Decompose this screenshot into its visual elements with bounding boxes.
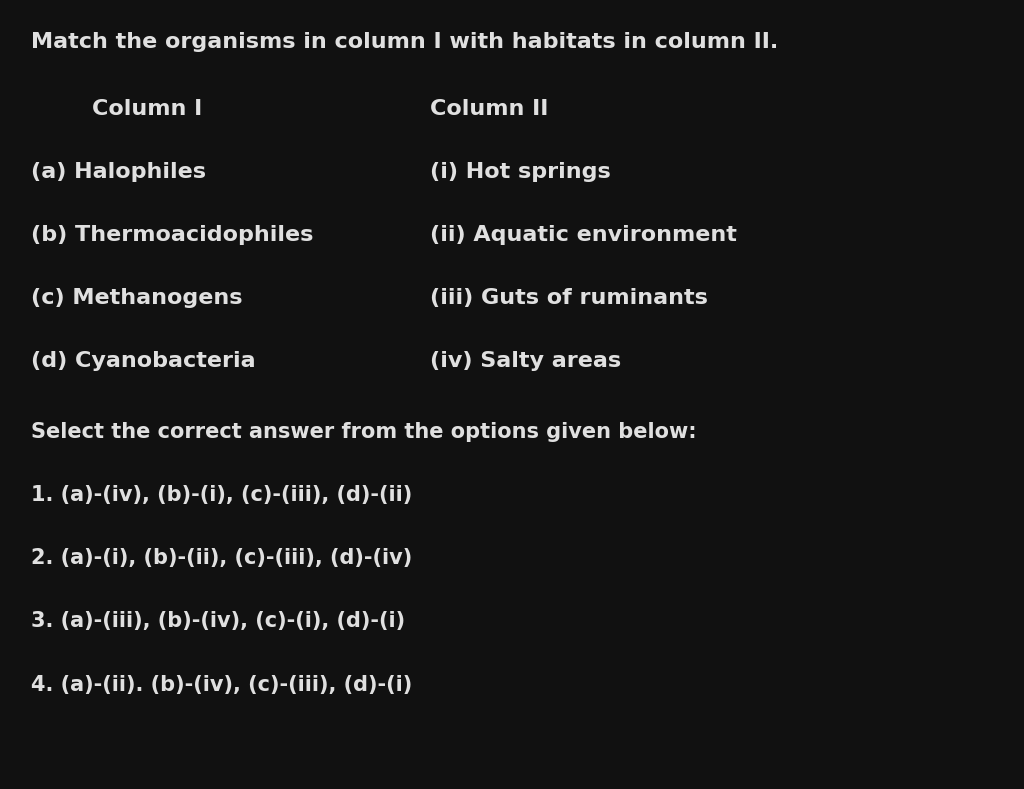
Text: Column I: Column I (92, 99, 203, 118)
Text: 3. (a)-(iii), (b)-(iv), (c)-(i), (d)-(i): 3. (a)-(iii), (b)-(iv), (c)-(i), (d)-(i) (31, 611, 404, 631)
Text: Column II: Column II (430, 99, 549, 118)
Text: (a) Halophiles: (a) Halophiles (31, 162, 206, 181)
Text: Match the organisms in column I with habitats in column II.: Match the organisms in column I with hab… (31, 32, 778, 51)
Text: 4. (a)-(ii). (b)-(iv), (c)-(iii), (d)-(i): 4. (a)-(ii). (b)-(iv), (c)-(iii), (d)-(i… (31, 675, 412, 694)
Text: 1. (a)-(iv), (b)-(i), (c)-(iii), (d)-(ii): 1. (a)-(iv), (b)-(i), (c)-(iii), (d)-(ii… (31, 485, 412, 505)
Text: 2. (a)-(i), (b)-(ii), (c)-(iii), (d)-(iv): 2. (a)-(i), (b)-(ii), (c)-(iii), (d)-(iv… (31, 548, 412, 568)
Text: (i) Hot springs: (i) Hot springs (430, 162, 611, 181)
Text: (iv) Salty areas: (iv) Salty areas (430, 351, 622, 371)
Text: (iii) Guts of ruminants: (iii) Guts of ruminants (430, 288, 708, 308)
Text: (b) Thermoacidophiles: (b) Thermoacidophiles (31, 225, 313, 245)
Text: (c) Methanogens: (c) Methanogens (31, 288, 243, 308)
Text: Select the correct answer from the options given below:: Select the correct answer from the optio… (31, 422, 696, 442)
Text: (d) Cyanobacteria: (d) Cyanobacteria (31, 351, 255, 371)
Text: (ii) Aquatic environment: (ii) Aquatic environment (430, 225, 737, 245)
